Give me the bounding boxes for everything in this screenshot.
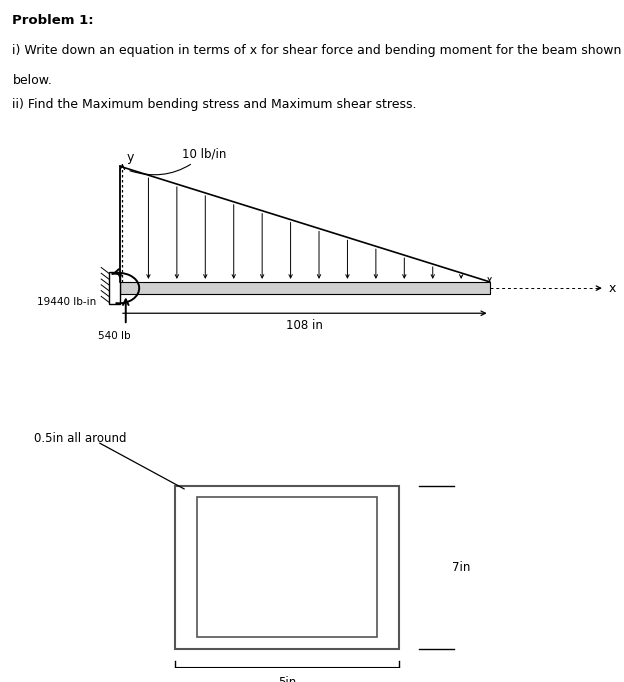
Text: below.: below. [12, 74, 52, 87]
Text: 7in: 7in [452, 561, 470, 574]
Text: Problem 1:: Problem 1: [12, 14, 94, 27]
Text: 5in: 5in [278, 676, 296, 682]
Bar [120, 282, 490, 295]
Text: 19440 lb-in: 19440 lb-in [37, 297, 96, 308]
Text: 540 lb: 540 lb [99, 331, 131, 340]
Bar [109, 272, 120, 304]
Bar [175, 486, 399, 649]
Text: i) Write down an equation in terms of x for shear force and bending moment for t: i) Write down an equation in terms of x … [12, 44, 622, 57]
Text: ii) Find the Maximum bending stress and Maximum shear stress.: ii) Find the Maximum bending stress and … [12, 98, 417, 111]
Text: 0.5in all around: 0.5in all around [34, 432, 127, 445]
Text: 108 in: 108 in [286, 318, 323, 331]
Text: 10 lb/in: 10 lb/in [130, 147, 227, 175]
Text: x: x [608, 282, 616, 295]
Bar [197, 497, 377, 637]
Text: y: y [126, 151, 134, 164]
